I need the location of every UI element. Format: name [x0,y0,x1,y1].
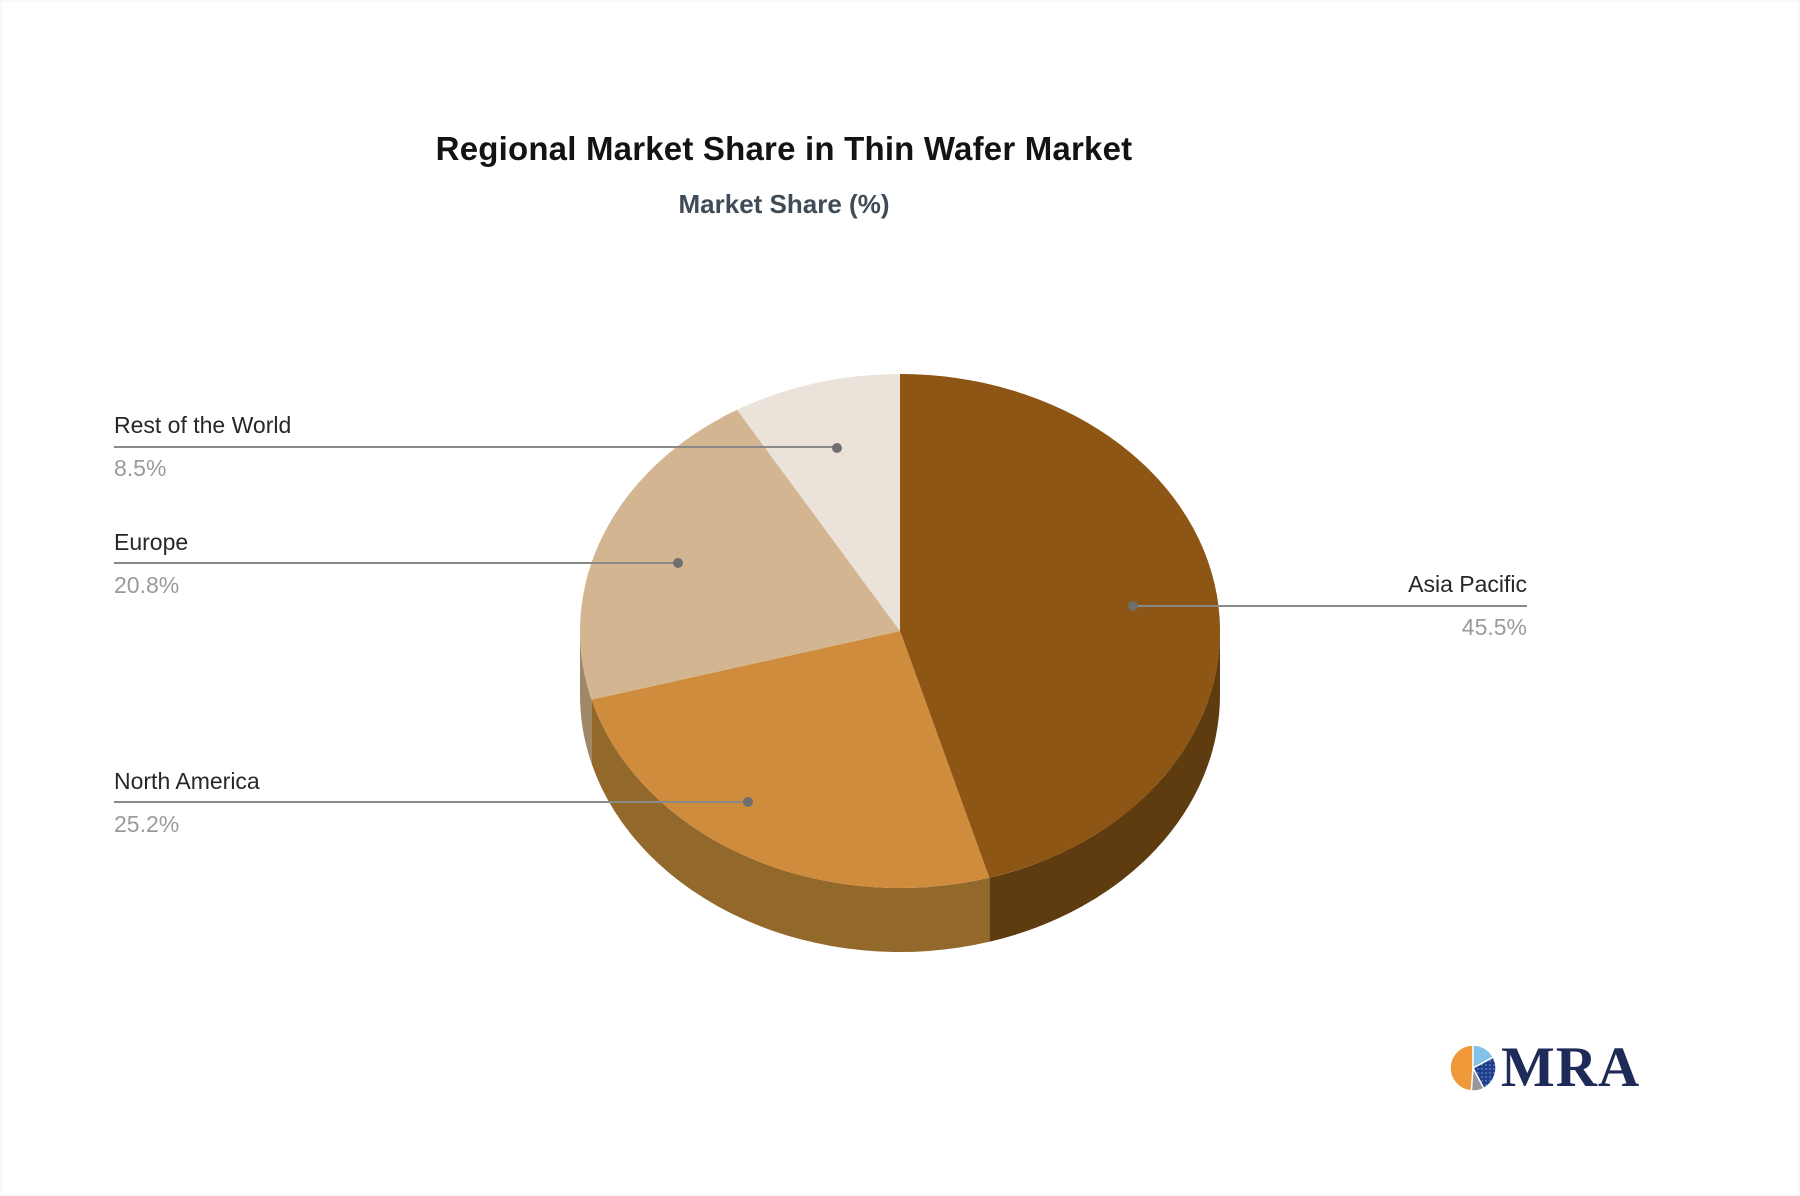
pie-label-asia-pacific: Asia Pacific 45.5% [1408,572,1527,639]
chart-title: Regional Market Share in Thin Wafer Mark… [435,130,1133,167]
pie-label-name: Asia Pacific [1408,571,1527,597]
pie-slice-side-north-america [591,699,990,953]
pie-slice-north-america[interactable] [591,631,990,889]
pie-label-name: Europe [114,529,189,555]
leader-dot-north-america [743,797,753,807]
pie-label-rest-of-the-world: Rest of the World 8.5% [114,413,291,480]
logo-slice-navy [1472,1056,1497,1090]
brand-logo-text: MRA [1501,1036,1641,1099]
leader-dot-asia-pacific [1128,601,1138,611]
leader-dot-europe [673,558,683,568]
logo-slice-gray [1470,1065,1485,1092]
pie-label-value: 45.5% [1461,614,1527,640]
pie-slice-side-asia-pacific [989,631,1220,942]
brand-logo-pie-icon [1449,1044,1497,1092]
pie-slice-side-europe [580,631,592,764]
pie-slice-europe[interactable] [580,409,900,700]
pie-label-name: Rest of the World [114,412,292,438]
pie-slice-asia-pacific[interactable] [900,374,1221,878]
pie-label-value: 20.8% [114,572,180,598]
leader-dot-rest-of-the-world [832,443,842,453]
pie-label-value: 8.5% [114,455,167,481]
brand-logo: MRA [1448,1038,1640,1098]
pie-label-north-america: North America 25.2% [114,769,260,836]
pie-slice-rest-of-the-world[interactable] [737,374,900,631]
pie-label-name: North America [114,768,260,794]
chart-subtitle: Market Share (%) [678,189,890,219]
pie-label-value: 25.2% [114,811,180,837]
pie-label-europe: Europe 20.8% [114,530,188,597]
logo-slice-orange [1449,1044,1474,1092]
